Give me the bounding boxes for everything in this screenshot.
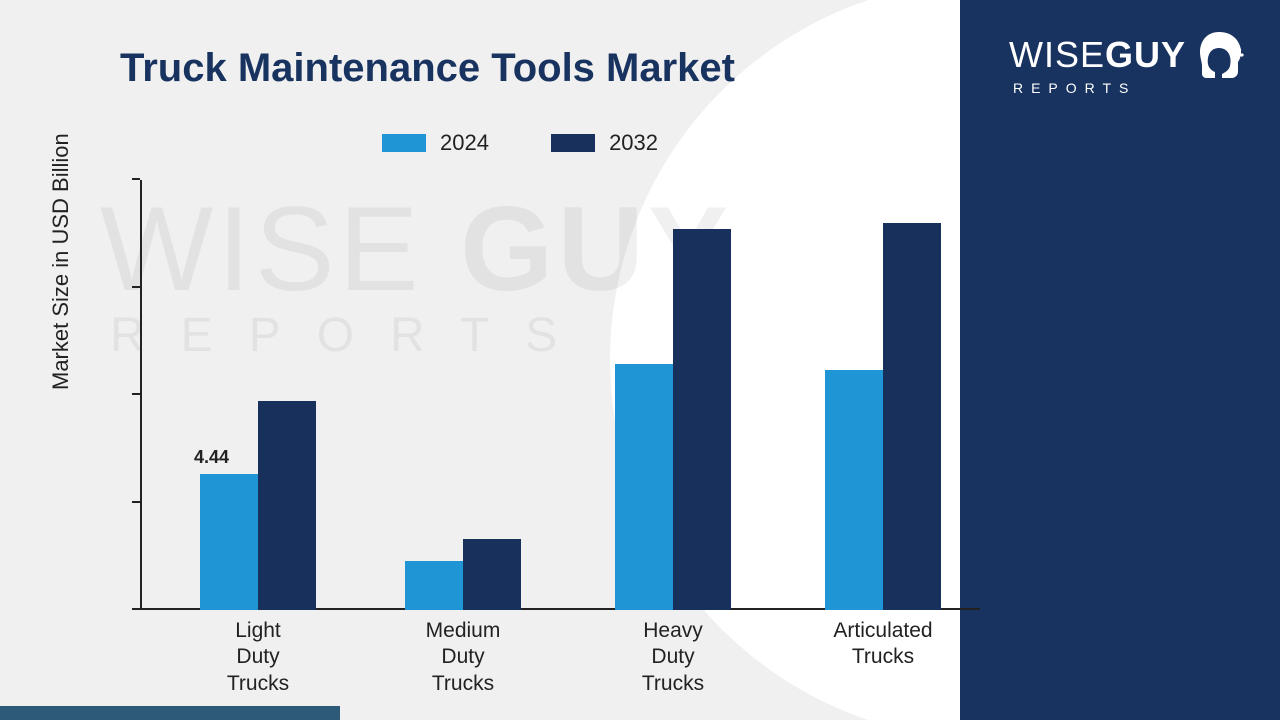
bar-2024-3 bbox=[825, 370, 883, 610]
chart-area: Market Size in USD Billion 2024 2032 4.4… bbox=[60, 130, 980, 670]
legend-label-2032: 2032 bbox=[609, 130, 658, 156]
bar-2032-3 bbox=[883, 223, 941, 610]
brand-logo: WISEGUY REPORTS bbox=[1009, 28, 1246, 96]
brand-name-bold: GUY bbox=[1105, 34, 1186, 76]
bar-2024-1 bbox=[405, 561, 463, 610]
bottom-accent-bar bbox=[0, 706, 340, 720]
legend: 2024 2032 bbox=[60, 130, 980, 158]
bar-2032-2 bbox=[673, 229, 731, 610]
legend-item-2032: 2032 bbox=[551, 130, 658, 156]
y-tick bbox=[132, 608, 140, 610]
bar-2032-1 bbox=[463, 539, 521, 610]
x-category-label: ArticulatedTrucks bbox=[805, 618, 961, 671]
y-axis-label: Market Size in USD Billion bbox=[48, 133, 74, 390]
x-category-label: HeavyDutyTrucks bbox=[595, 618, 751, 697]
y-tick bbox=[132, 286, 140, 288]
y-axis-line bbox=[140, 180, 142, 610]
bar-2024-2 bbox=[615, 364, 673, 610]
legend-swatch-2024 bbox=[382, 134, 426, 152]
bar-2024-0 bbox=[200, 474, 258, 610]
y-tick bbox=[132, 178, 140, 180]
bar-2032-0 bbox=[258, 401, 316, 610]
x-category-label: MediumDutyTrucks bbox=[385, 618, 541, 697]
legend-label-2024: 2024 bbox=[440, 130, 489, 156]
bar-value-label: 4.44 bbox=[194, 447, 229, 468]
x-category-label: LightDutyTrucks bbox=[180, 618, 336, 697]
brand-sub: REPORTS bbox=[1009, 80, 1246, 96]
legend-swatch-2032 bbox=[551, 134, 595, 152]
head-icon bbox=[1192, 28, 1246, 82]
y-tick bbox=[132, 501, 140, 503]
chart-canvas: WISEGUY REPORTS WISE GUY REPORTS Truck M… bbox=[0, 0, 1280, 720]
brand-panel bbox=[960, 0, 1280, 720]
chart-title: Truck Maintenance Tools Market bbox=[120, 46, 735, 91]
legend-item-2024: 2024 bbox=[382, 130, 489, 156]
brand-name-thin: WISE bbox=[1009, 34, 1105, 76]
y-tick bbox=[132, 393, 140, 395]
plot-region: 4.44LightDutyTrucksMediumDutyTrucksHeavy… bbox=[140, 180, 980, 610]
